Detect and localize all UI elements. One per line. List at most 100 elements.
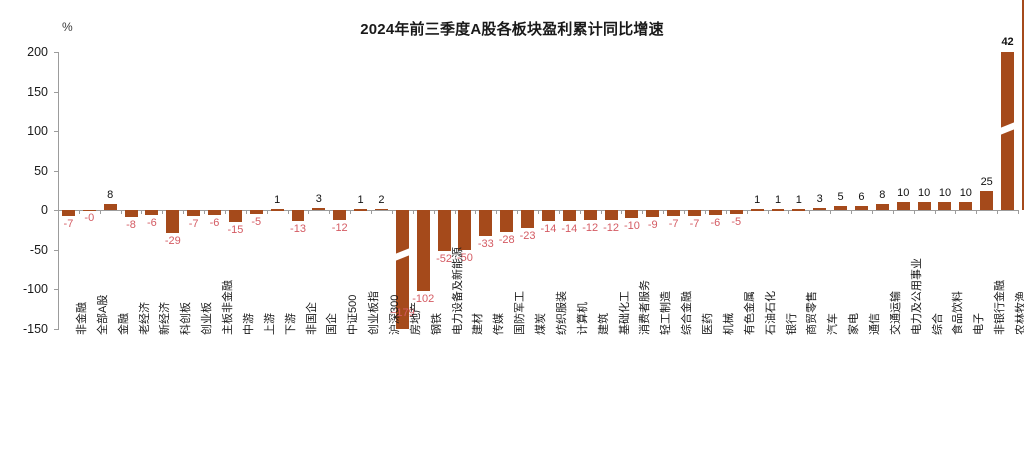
bar[interactable] — [688, 210, 701, 216]
y-axis-tick-label: 100 — [27, 124, 48, 139]
bar[interactable] — [541, 210, 555, 222]
bar-value-label: 10 — [959, 187, 972, 200]
bar[interactable] — [249, 210, 263, 215]
category-label: 机械 — [722, 313, 735, 335]
bar[interactable] — [437, 210, 451, 252]
bar-value-label: -6 — [209, 217, 220, 230]
bar[interactable] — [667, 210, 681, 216]
bar-value-label: -52 — [436, 253, 453, 266]
bar[interactable] — [917, 202, 931, 211]
category-label: 计算机 — [576, 302, 589, 335]
bar[interactable] — [521, 210, 535, 229]
bar[interactable] — [875, 203, 889, 211]
y-axis-tick — [54, 329, 59, 330]
y-axis-tick-label: 50 — [34, 163, 48, 178]
bar[interactable] — [938, 202, 952, 211]
bar-value-label: 1 — [754, 194, 761, 207]
bar[interactable] — [61, 210, 75, 216]
y-axis-tick — [54, 289, 59, 291]
x-axis-tick — [600, 210, 602, 215]
bar[interactable] — [729, 210, 743, 215]
x-axis-tick — [141, 210, 143, 215]
bar[interactable] — [82, 210, 96, 212]
bar[interactable] — [771, 209, 785, 211]
y-axis-tick — [54, 131, 59, 133]
bar[interactable] — [792, 209, 806, 211]
category-label: 非国企 — [305, 302, 318, 335]
x-axis-tick — [725, 210, 727, 215]
category-label: 传媒 — [493, 313, 506, 335]
category-label: 创业板 — [201, 302, 214, 335]
bar[interactable] — [416, 210, 430, 291]
category-label: 国防军工 — [514, 291, 527, 335]
bar[interactable] — [980, 190, 994, 211]
category-label: 食品饮料 — [952, 291, 965, 335]
bar[interactable] — [1021, 0, 1024, 211]
bar[interactable] — [103, 203, 117, 211]
bar[interactable] — [187, 210, 201, 216]
category-label: 上游 — [263, 313, 276, 335]
bar[interactable] — [813, 207, 827, 211]
bar[interactable] — [855, 205, 868, 211]
bar[interactable] — [604, 210, 618, 220]
x-axis-tick — [788, 210, 790, 215]
category-label: 综合金融 — [681, 291, 694, 335]
category-label: 国企 — [326, 313, 339, 335]
category-label: 主板非金融 — [222, 280, 235, 335]
x-axis-tick — [287, 210, 289, 215]
category-label: 电力设备及新能源 — [451, 247, 464, 335]
x-axis-tick — [663, 210, 665, 215]
bar[interactable] — [625, 210, 639, 219]
x-axis-tick — [704, 210, 706, 215]
bar[interactable] — [646, 210, 660, 218]
bar[interactable] — [145, 210, 159, 216]
bar-value-label: -13 — [290, 222, 306, 235]
category-label: 交通运输 — [889, 291, 902, 335]
x-axis-tick — [454, 210, 456, 215]
bar[interactable] — [479, 210, 493, 237]
bar[interactable] — [708, 210, 722, 216]
bar[interactable] — [583, 210, 597, 220]
bar[interactable] — [562, 210, 576, 222]
bar-value-label: -33 — [477, 238, 494, 251]
bar[interactable] — [124, 210, 138, 217]
bar[interactable] — [166, 210, 180, 234]
bar-value-label: -14 — [540, 223, 557, 236]
bar-value-label: -10 — [623, 220, 640, 233]
bar[interactable] — [834, 206, 848, 211]
x-axis-tick — [266, 210, 268, 215]
bar[interactable] — [375, 208, 388, 211]
x-axis-tick — [976, 210, 978, 215]
category-label: 通信 — [868, 313, 881, 335]
category-label: 煤炭 — [535, 313, 548, 335]
category-label: 钢铁 — [430, 313, 443, 335]
bar[interactable] — [458, 210, 472, 250]
x-axis-tick — [78, 210, 80, 215]
bar[interactable] — [500, 210, 514, 233]
bar[interactable] — [291, 210, 305, 221]
x-axis-tick — [892, 210, 894, 215]
bar-value-label: -6 — [147, 217, 157, 230]
y-axis-tick — [54, 249, 59, 251]
bar-value-label: -8 — [126, 218, 136, 231]
bar[interactable] — [270, 209, 284, 211]
bar[interactable] — [750, 209, 764, 211]
x-axis-tick — [391, 210, 393, 215]
y-axis-tick-label: 200 — [27, 45, 48, 59]
bar[interactable] — [896, 202, 910, 211]
x-axis-tick — [99, 210, 101, 215]
bar[interactable] — [395, 210, 409, 329]
bar[interactable] — [354, 209, 368, 211]
bar-value-label: -7 — [63, 217, 74, 230]
bar[interactable] — [228, 210, 242, 223]
x-axis-tick — [538, 210, 539, 215]
bar[interactable] — [208, 210, 221, 216]
bar-value-label: -7 — [689, 217, 700, 230]
bar[interactable] — [333, 210, 347, 220]
y-axis-unit-label: % — [62, 20, 73, 34]
bar-value-label: -5 — [731, 216, 742, 229]
category-label: 建材 — [472, 313, 485, 335]
bar[interactable] — [312, 207, 326, 211]
y-axis-tick-label: 0 — [41, 203, 48, 218]
bar[interactable] — [959, 202, 973, 211]
